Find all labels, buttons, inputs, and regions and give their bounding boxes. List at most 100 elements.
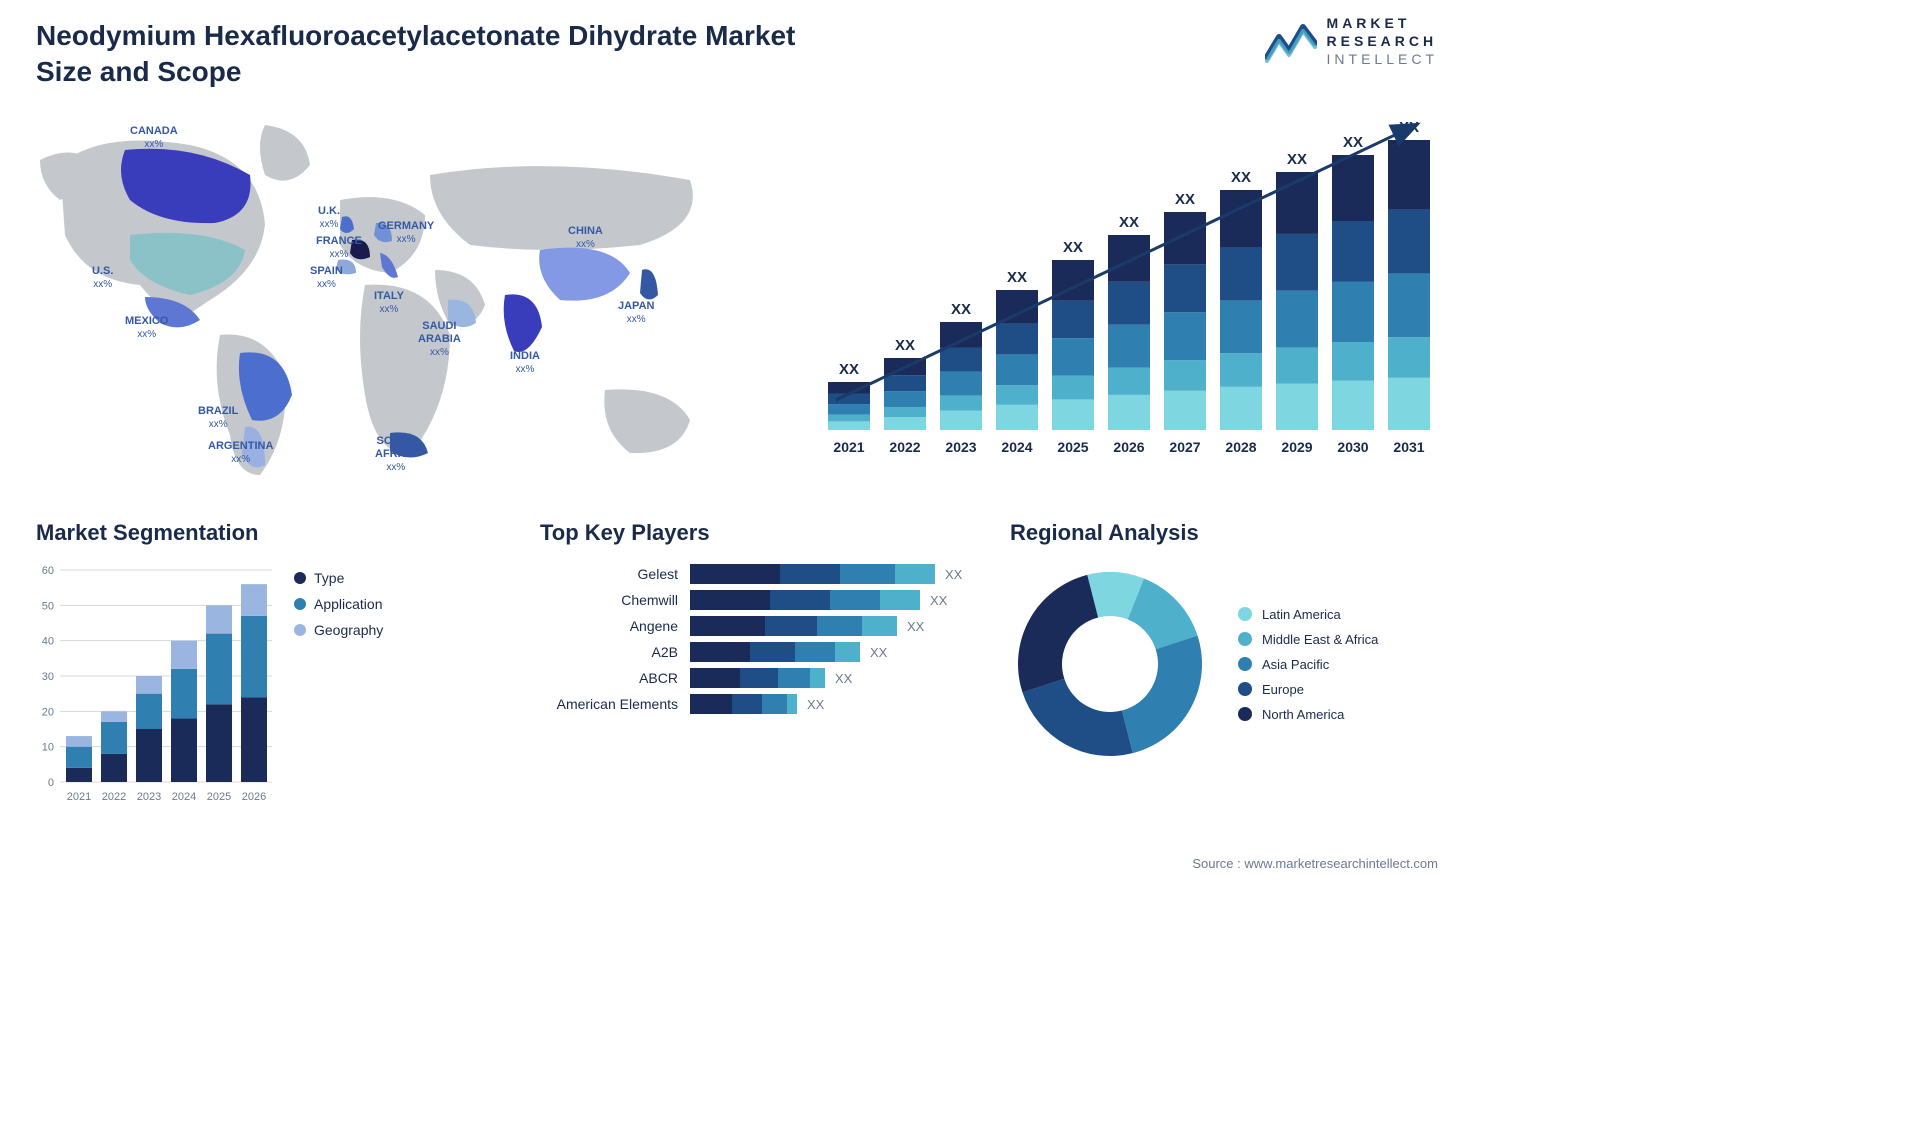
svg-text:XX: XX xyxy=(895,337,915,354)
svg-text:2021: 2021 xyxy=(833,439,864,455)
segmentation-legend: Type Application Geography xyxy=(294,560,383,810)
map-country-label: ITALYxx% xyxy=(374,290,404,316)
player-bar xyxy=(690,642,860,662)
legend-item: Latin America xyxy=(1238,607,1378,622)
player-row: Chemwill XX xyxy=(540,590,1000,610)
regional-legend: Latin America Middle East & Africa Asia Pa… xyxy=(1238,597,1378,732)
svg-text:XX: XX xyxy=(1231,169,1251,186)
player-value: XX xyxy=(835,671,852,686)
svg-text:2026: 2026 xyxy=(242,791,266,803)
brand-logo: MARKET RESEARCH INTELLECT xyxy=(1265,14,1438,69)
player-name: Gelest xyxy=(540,566,690,582)
legend-item: Middle East & Africa xyxy=(1238,632,1378,647)
player-row: A2B XX xyxy=(540,642,1000,662)
svg-text:2025: 2025 xyxy=(1057,439,1088,455)
svg-text:2023: 2023 xyxy=(137,791,161,803)
map-country-label: SAUDIARABIAxx% xyxy=(418,320,461,360)
legend-item: Europe xyxy=(1238,682,1378,697)
svg-text:2022: 2022 xyxy=(102,791,126,803)
svg-text:XX: XX xyxy=(951,301,971,318)
player-name: Chemwill xyxy=(540,592,690,608)
svg-text:30: 30 xyxy=(42,671,54,683)
svg-text:2030: 2030 xyxy=(1337,439,1368,455)
player-value: XX xyxy=(907,619,924,634)
players-chart: GelestXXChemwillXXAngeneXXA2BXXABCRXXAme… xyxy=(540,564,1000,714)
player-value: XX xyxy=(870,645,887,660)
player-bar xyxy=(690,590,920,610)
main-market-chart: XX 2021 XX 2022 XX 2023 XX 2024 XX 2025 XX 2026 XX 20… xyxy=(818,110,1438,470)
map-country-label: CANADAxx% xyxy=(130,125,178,151)
legend-item: Type xyxy=(294,570,383,586)
map-country-label: CHINAxx% xyxy=(568,225,603,251)
player-row: AngeneXX xyxy=(540,616,1000,636)
svg-text:0: 0 xyxy=(48,777,54,789)
player-value: XX xyxy=(945,567,962,582)
regional-donut xyxy=(1010,564,1210,764)
svg-text:XX: XX xyxy=(839,361,859,378)
page-title: Neodymium Hexafluoroacetylacetonate Dihy… xyxy=(36,18,796,91)
map-country-label: BRAZILxx% xyxy=(198,405,238,431)
svg-text:60: 60 xyxy=(42,565,54,577)
svg-text:2025: 2025 xyxy=(207,791,231,803)
logo-icon xyxy=(1265,17,1317,65)
svg-text:2027: 2027 xyxy=(1169,439,1200,455)
svg-text:XX: XX xyxy=(1063,239,1083,256)
map-country-label: SOUTHAFRICAxx% xyxy=(375,435,417,475)
segmentation-chart: 0 10 20 30 40 50 60 2021 2022 2023 2024 2025 2026 xyxy=(36,560,276,810)
svg-text:50: 50 xyxy=(42,600,54,612)
svg-text:XX: XX xyxy=(1119,214,1139,231)
svg-text:40: 40 xyxy=(42,636,54,648)
svg-text:10: 10 xyxy=(42,742,54,754)
player-row: American Elements XX xyxy=(540,694,1000,714)
player-bar xyxy=(690,564,935,584)
world-map-panel: CANADAxx% U.S.xx% MEXICOxx% BRAZILxx% ARGENT… xyxy=(30,105,730,485)
svg-text:2026: 2026 xyxy=(1113,439,1144,455)
logo-text: MARKET RESEARCH INTELLECT xyxy=(1327,14,1438,69)
svg-text:2028: 2028 xyxy=(1225,439,1256,455)
player-value: XX xyxy=(807,697,824,712)
svg-text:XX: XX xyxy=(1007,269,1027,286)
players-title: Top Key Players xyxy=(540,520,1000,546)
segmentation-panel: Market Segmentation 0 10 20 30 40 50 60 2021 202… xyxy=(36,520,456,810)
svg-text:20: 20 xyxy=(42,706,54,718)
map-country-label: U.S.xx% xyxy=(92,265,113,291)
svg-text:2024: 2024 xyxy=(1001,439,1032,455)
svg-text:2029: 2029 xyxy=(1281,439,1312,455)
segmentation-title: Market Segmentation xyxy=(36,520,456,546)
player-bar xyxy=(690,616,897,636)
map-country-label: U.K.xx% xyxy=(318,205,340,231)
svg-text:2031: 2031 xyxy=(1393,439,1424,455)
legend-item: Asia Pacific xyxy=(1238,657,1378,672)
logo-line1: MARKET xyxy=(1327,14,1438,32)
regional-panel: Regional Analysis Latin America Middle Ea… xyxy=(1010,520,1440,764)
player-name: A2B xyxy=(540,644,690,660)
source-text: Source : www.marketresearchintellect.com xyxy=(1192,856,1438,871)
legend-item: Application xyxy=(294,596,383,612)
player-name: American Elements xyxy=(540,696,690,712)
logo-line2: RESEARCH xyxy=(1327,32,1438,50)
map-country-label: JAPANxx% xyxy=(618,300,654,326)
player-value: XX xyxy=(930,593,947,608)
player-bar xyxy=(690,668,825,688)
player-name: ABCR xyxy=(540,670,690,686)
player-row: Gelest XX xyxy=(540,564,1000,584)
player-bar xyxy=(690,694,797,714)
svg-text:2022: 2022 xyxy=(889,439,920,455)
svg-text:2024: 2024 xyxy=(172,791,196,803)
map-country-label: INDIAxx% xyxy=(510,350,540,376)
regional-title: Regional Analysis xyxy=(1010,520,1440,546)
legend-item: North America xyxy=(1238,707,1378,722)
players-panel: Top Key Players GelestXXChemwillXXAngene… xyxy=(540,520,1000,720)
logo-line3: INTELLECT xyxy=(1327,50,1438,68)
player-row: ABCR XX xyxy=(540,668,1000,688)
map-country-label: FRANCExx% xyxy=(316,235,362,261)
svg-text:2023: 2023 xyxy=(945,439,976,455)
map-country-label: MEXICOxx% xyxy=(125,315,168,341)
svg-text:XX: XX xyxy=(1343,134,1363,151)
svg-text:XX: XX xyxy=(1175,191,1195,208)
map-country-label: SPAINxx% xyxy=(310,265,343,291)
map-country-label: ARGENTINAxx% xyxy=(208,440,273,466)
map-country-label: GERMANYxx% xyxy=(378,220,434,246)
svg-text:2021: 2021 xyxy=(67,791,91,803)
legend-item: Geography xyxy=(294,622,383,638)
